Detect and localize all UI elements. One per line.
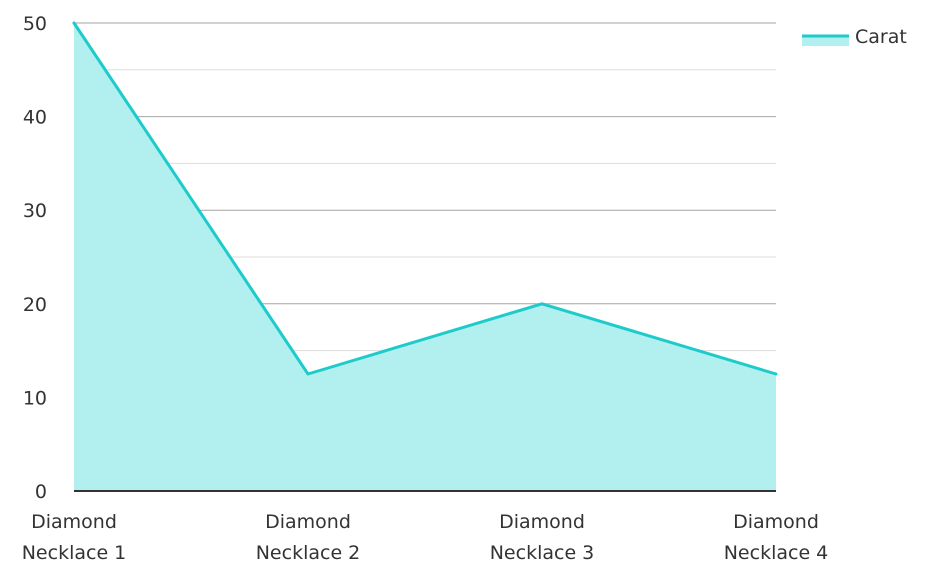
y-tick-label: 30 — [23, 200, 47, 222]
series-area — [74, 23, 776, 491]
x-category-label: Diamond — [31, 511, 117, 533]
legend-swatch-fill — [802, 36, 849, 46]
series-line — [72, 21, 778, 376]
y-tick-label: 10 — [23, 387, 47, 409]
y-tick-label: 40 — [23, 107, 47, 129]
legend: Carat — [802, 26, 907, 48]
x-category-label: Necklace 1 — [22, 542, 127, 563]
y-tick-label: 50 — [23, 13, 47, 35]
y-tick-label: 0 — [35, 481, 47, 503]
x-category-label: Diamond — [733, 511, 819, 533]
area-fill-0 — [74, 23, 776, 491]
y-axis-tick-labels: 0 10 20 30 40 50 — [23, 13, 47, 503]
series-line-path — [72, 21, 778, 376]
x-category-label: Necklace 4 — [724, 542, 829, 563]
legend-label-carat: Carat — [855, 26, 907, 48]
x-category-label: Necklace 2 — [256, 542, 361, 563]
y-tick-label: 20 — [23, 294, 47, 316]
x-axis-category-labels: Diamond Necklace 1 Diamond Necklace 2 Diamon… — [22, 511, 829, 564]
x-category-label: Diamond — [499, 511, 585, 533]
x-category-label: Necklace 3 — [490, 542, 595, 563]
x-category-label: Diamond — [265, 511, 351, 533]
